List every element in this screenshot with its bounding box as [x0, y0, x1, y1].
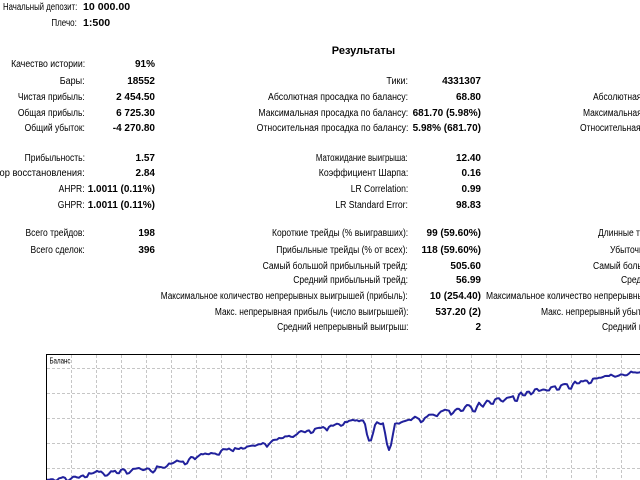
- svg-text:Баланс: Баланс: [50, 357, 71, 366]
